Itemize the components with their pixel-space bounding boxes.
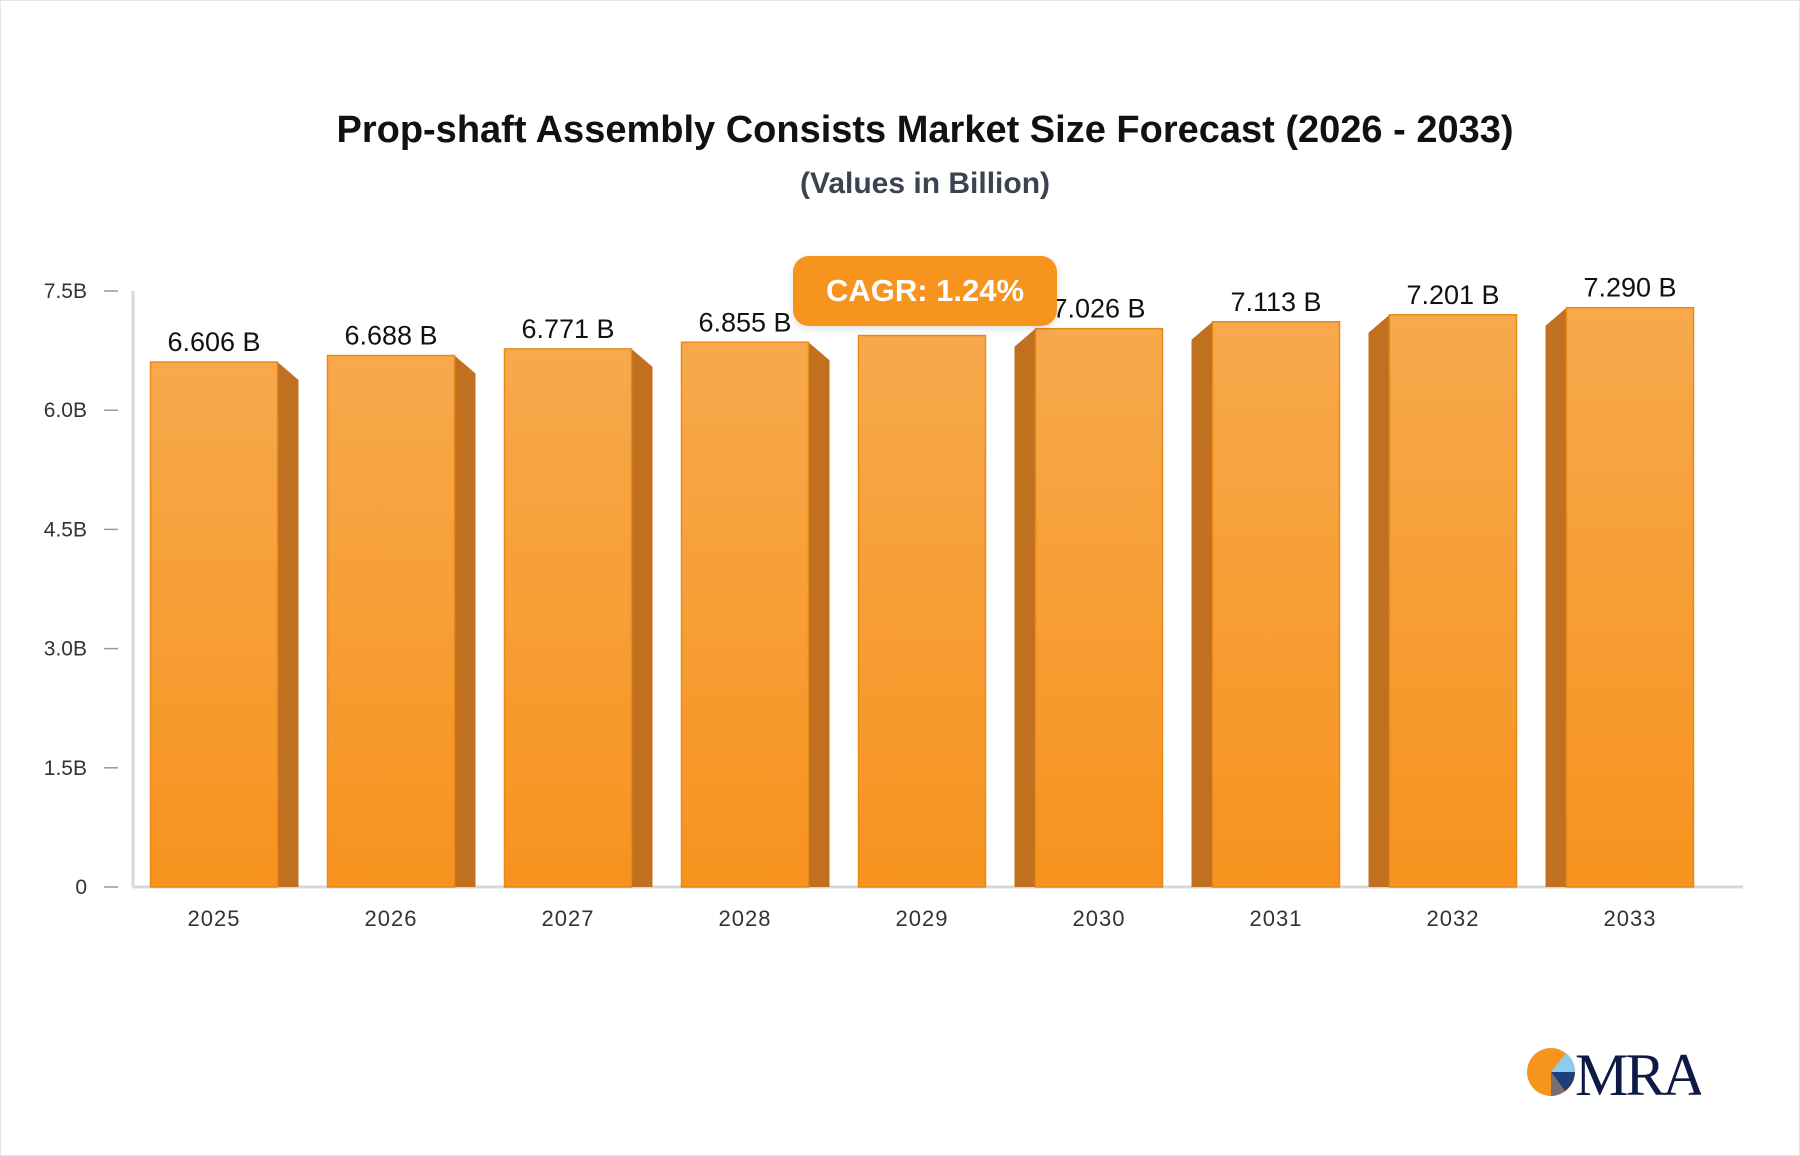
y-tick-label: 0 — [75, 876, 87, 899]
bar-front — [1565, 306, 1695, 888]
y-tick-label: 4.5B — [44, 518, 87, 541]
x-tick-label: 2033 — [1604, 906, 1657, 931]
x-tick-label: 2029 — [896, 906, 949, 931]
bar-2026: 6.688 B 2026 — [326, 321, 476, 931]
x-tick-label: 2028 — [719, 906, 772, 931]
chart-title: Prop-shaft Assembly Consists Market Size… — [336, 109, 1514, 151]
value-label: 6.855 B — [698, 307, 791, 337]
bar-2028: 6.855 B 2028 — [680, 307, 830, 931]
bar-front — [503, 348, 633, 888]
x-tick-label: 2025 — [188, 906, 241, 931]
bar-2025: 6.606 B 2025 — [149, 327, 299, 931]
cagr-badge: CAGR: 1.24% — [793, 256, 1057, 326]
bar-2031: 7.113 B 2031 — [1191, 287, 1341, 931]
value-label: 6.771 B — [521, 314, 614, 344]
x-tick-label: 2031 — [1250, 906, 1303, 931]
value-label: 7.290 B — [1583, 273, 1676, 303]
bar-front — [1211, 321, 1341, 888]
value-label: 7.026 B — [1052, 294, 1145, 324]
value-label: 6.688 B — [344, 321, 437, 351]
value-label: 7.113 B — [1230, 287, 1321, 317]
bar-side — [631, 348, 653, 887]
y-tick-label: 7.5B — [44, 280, 87, 303]
bar-front — [857, 334, 987, 888]
bar-front — [149, 361, 279, 888]
y-tick-label: 6.0B — [44, 399, 87, 422]
bar-2033: 7.290 B 2033 — [1545, 273, 1695, 931]
bar-front — [680, 341, 810, 888]
bar-2029: 6.940 B2029 — [857, 301, 987, 931]
bar-side — [1368, 314, 1390, 888]
bar-side — [1545, 307, 1567, 887]
y-tick-label: 3.0B — [44, 638, 87, 661]
bar-side — [1014, 328, 1036, 887]
x-tick-label: 2030 — [1073, 906, 1126, 931]
value-label: 6.606 B — [167, 327, 260, 357]
bar-front — [1388, 314, 1518, 888]
bar-front — [326, 354, 456, 888]
bar-side — [454, 355, 476, 887]
mra-logo: MRA — [1527, 1042, 1701, 1101]
bar-2030: 7.026 B 2030 — [1014, 294, 1164, 931]
x-tick-label: 2026 — [365, 906, 418, 931]
y-tick-label: 1.5B — [44, 757, 87, 780]
bar-side — [808, 342, 830, 888]
x-tick-label: 2032 — [1427, 906, 1480, 931]
bar-2027: 6.771 B 2027 — [503, 314, 653, 931]
bar-side — [1191, 321, 1213, 887]
chart-subtitle: (Values in Billion) — [799, 167, 1051, 200]
value-label: 7.201 B — [1406, 280, 1499, 310]
svg-text:MRA: MRA — [1575, 1042, 1701, 1101]
bar-side — [277, 362, 299, 887]
x-tick-label: 2027 — [542, 906, 595, 931]
bar-front — [1034, 327, 1164, 888]
bar-2032: 7.201 B 2032 — [1368, 280, 1518, 931]
